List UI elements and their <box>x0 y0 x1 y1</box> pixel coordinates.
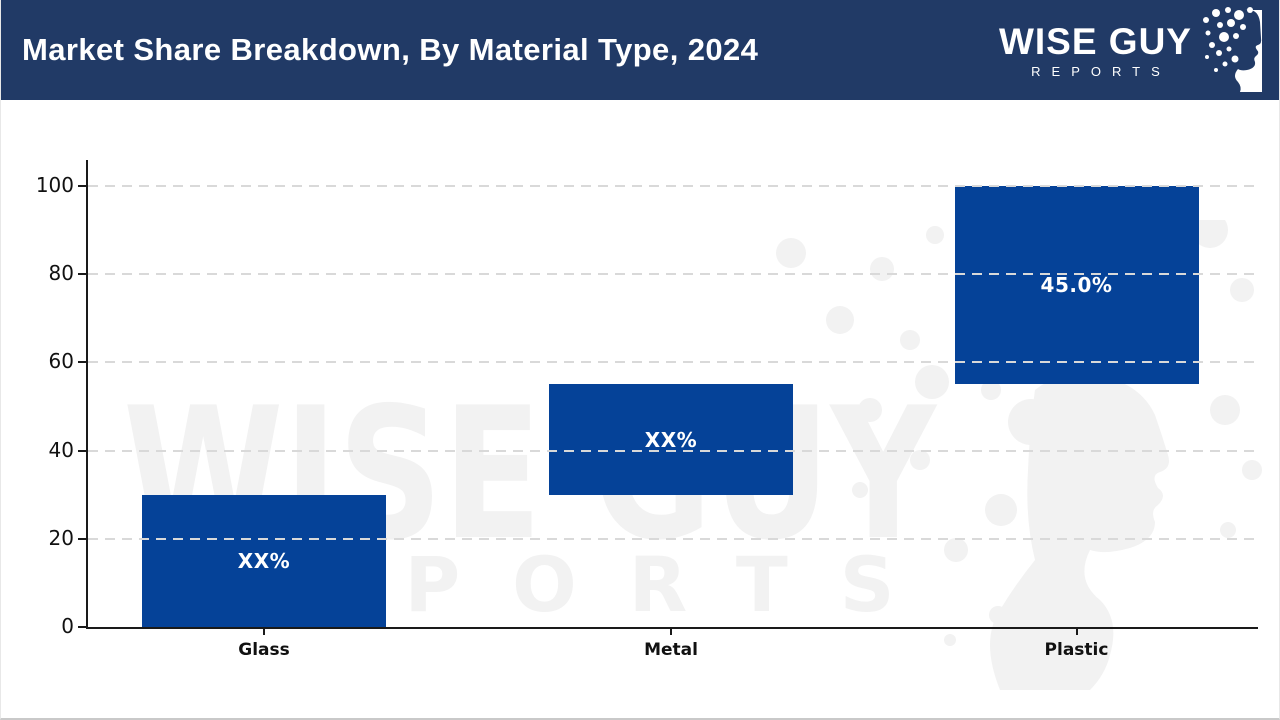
x-axis-label-metal: Metal <box>644 640 698 660</box>
gridline-80 <box>88 273 1258 276</box>
bar-value-label: 45.0% <box>1040 273 1113 298</box>
x-axis-label-glass: Glass <box>238 640 290 660</box>
x-axis-tick <box>263 627 265 635</box>
gridline-40 <box>88 449 1258 452</box>
bar-value-label: XX% <box>237 548 291 573</box>
y-axis-tick-label: 0 <box>61 614 74 638</box>
x-axis-tick <box>670 627 672 635</box>
x-axis-tick <box>1075 627 1078 635</box>
x-axis-line <box>86 627 1258 629</box>
chart-area: WISE GUY REPORTS XX% XX% 45.0% 0 20 40 60 8 <box>0 100 1280 720</box>
y-axis-tick <box>78 537 86 540</box>
bar-plastic: 45.0% <box>954 186 1199 385</box>
gridline-20 <box>88 537 1258 540</box>
y-axis-line <box>86 160 88 629</box>
y-axis-tick-label: 100 <box>35 173 74 197</box>
bar-metal: XX% <box>549 384 793 495</box>
header-bar: Market Share Breakdown, By Material Type… <box>0 0 1280 100</box>
logo-subtext: REPORTS <box>1031 63 1171 79</box>
y-axis-tick <box>78 185 86 187</box>
y-axis-tick <box>78 361 86 364</box>
wiseguy-logo: WISE GUY REPORTS <box>999 4 1262 96</box>
bar-value-label: XX% <box>644 427 698 452</box>
y-axis-tick <box>78 449 86 452</box>
x-axis-label-plastic: Plastic <box>1044 640 1109 660</box>
y-axis-tick-label: 60 <box>48 349 74 374</box>
y-axis-tick-label: 20 <box>48 525 74 550</box>
wiseguy-logo-text: WISE GUY REPORTS <box>999 23 1192 78</box>
y-axis-tick <box>78 626 86 628</box>
wiseguy-face-icon <box>1198 4 1262 96</box>
bar-glass: XX% <box>142 494 386 627</box>
y-axis-tick <box>78 273 86 276</box>
plot-region: XX% XX% 45.0% 0 20 40 60 80 100 Glass Metal Plastic <box>0 100 1280 720</box>
y-axis-tick-label: 80 <box>48 261 74 286</box>
gridline-60 <box>88 361 1258 364</box>
page-title: Market Share Breakdown, By Material Type… <box>22 32 759 67</box>
gridline-100 <box>88 185 1258 187</box>
y-axis-tick-label: 40 <box>48 437 74 462</box>
logo-wordmark: WISE GUY <box>998 20 1192 62</box>
